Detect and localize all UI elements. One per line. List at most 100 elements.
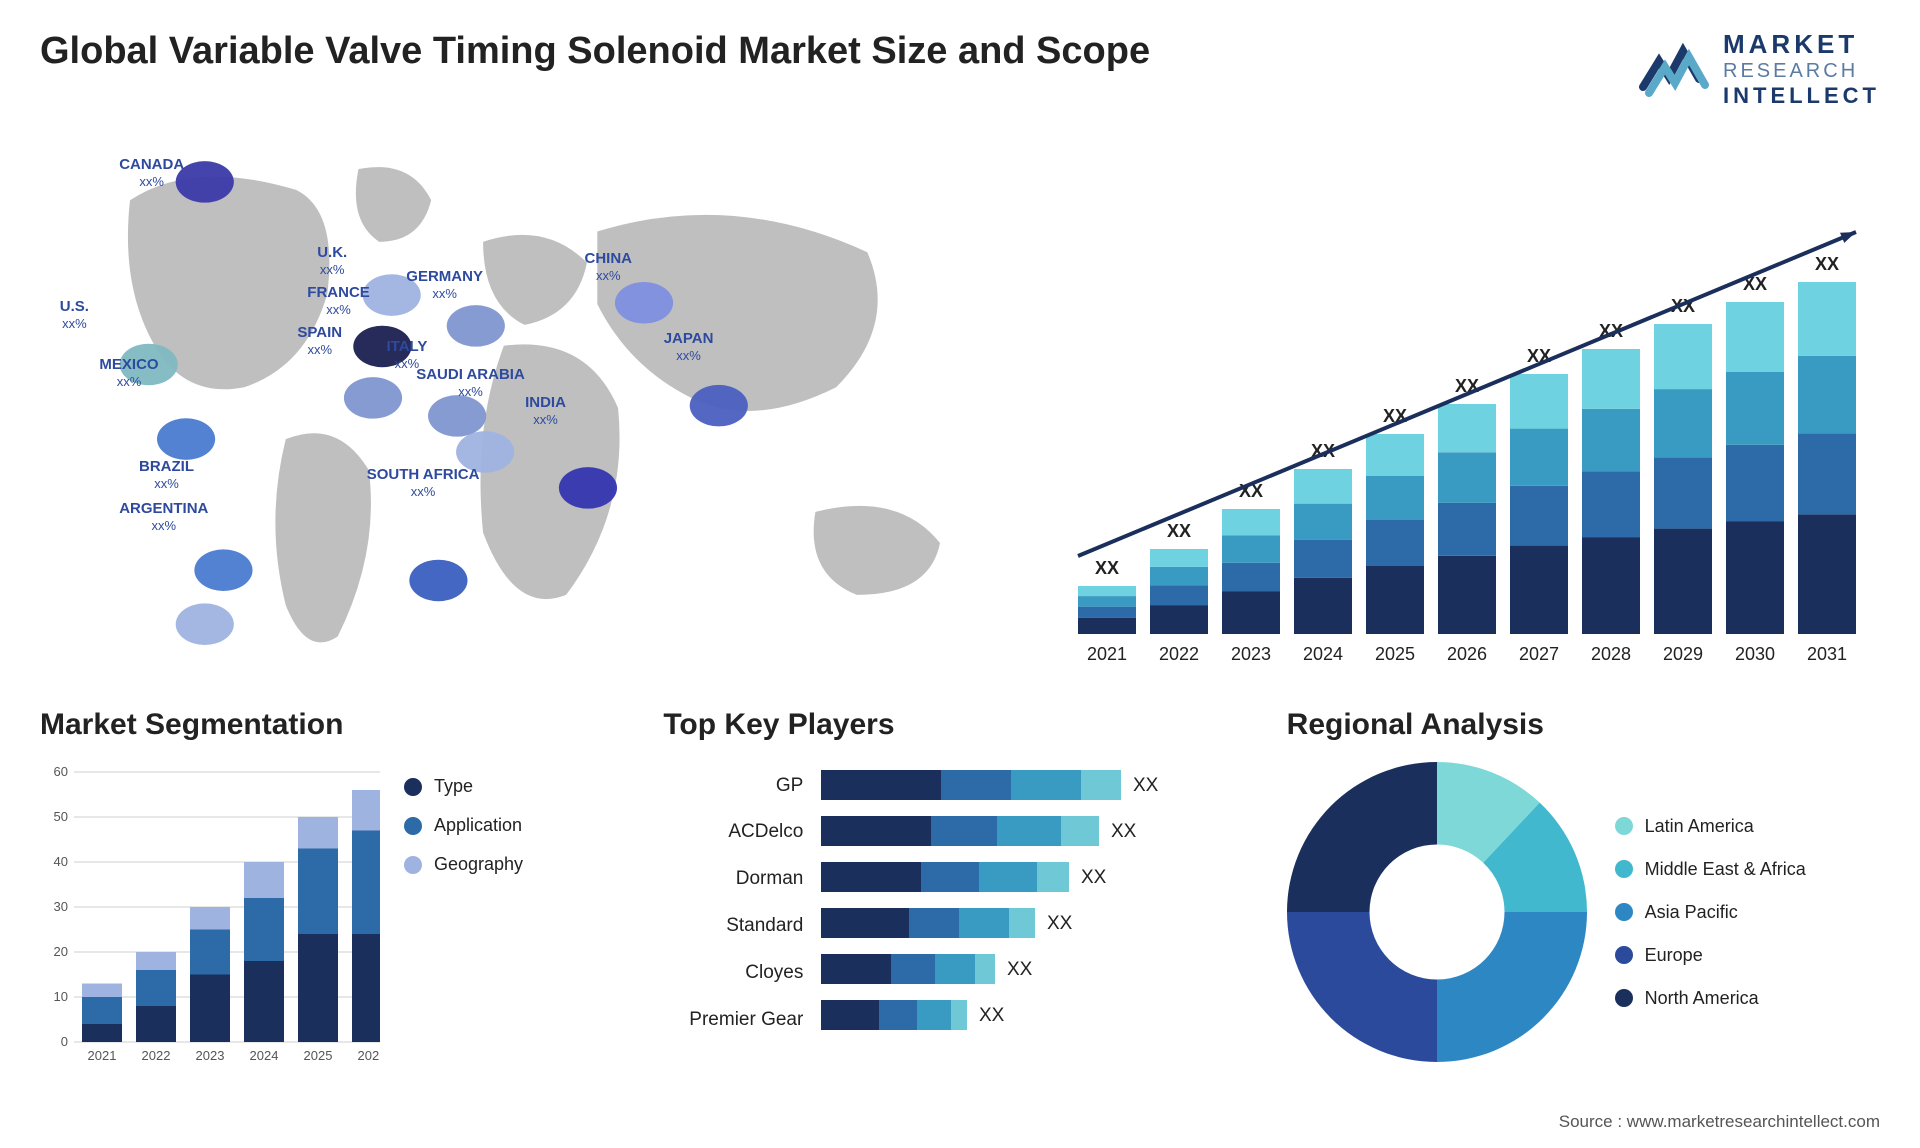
svg-text:XX: XX bbox=[1081, 867, 1107, 888]
player-label: ACDelco bbox=[663, 809, 803, 855]
region-legend-item: Europe bbox=[1615, 945, 1806, 966]
map-label-saudi-arabia: SAUDI ARABIAxx% bbox=[416, 366, 525, 400]
world-map: CANADAxx% U.S.xx% MEXICOxx% BRAZILxx% ARGENT… bbox=[40, 138, 1030, 678]
players-panel: Top Key Players GPACDelcoDormanStandardC… bbox=[663, 708, 1256, 1148]
swatch-icon bbox=[1615, 860, 1633, 878]
swatch-icon bbox=[404, 778, 422, 796]
legend-label: Middle East & Africa bbox=[1645, 859, 1806, 880]
svg-text:2021: 2021 bbox=[88, 1048, 117, 1063]
player-label: GP bbox=[663, 763, 803, 809]
svg-text:2030: 2030 bbox=[1735, 644, 1775, 664]
swatch-icon bbox=[404, 817, 422, 835]
svg-text:2021: 2021 bbox=[1087, 644, 1127, 664]
svg-text:XX: XX bbox=[1167, 521, 1191, 541]
players-labels: GPACDelcoDormanStandardCloyesPremier Gea… bbox=[663, 762, 803, 1043]
player-label: Dorman bbox=[663, 856, 803, 902]
map-label-brazil: BRAZILxx% bbox=[139, 458, 194, 492]
seg-legend-geography: Geography bbox=[404, 854, 523, 875]
players-bars: XX XX XX XX XX XX bbox=[821, 762, 1256, 1043]
svg-text:XX: XX bbox=[1133, 775, 1159, 796]
brand-logo: MARKET RESEARCH INTELLECT bbox=[1639, 30, 1880, 108]
growth-chart-svg: XX2021XX2022XX2023XX2024XX2025XX2026XX20… bbox=[1060, 138, 1880, 678]
map-label-u-s-: U.S.xx% bbox=[60, 298, 89, 332]
svg-text:2025: 2025 bbox=[304, 1048, 333, 1063]
map-label-spain: SPAINxx% bbox=[297, 324, 342, 358]
swatch-icon bbox=[1615, 946, 1633, 964]
regional-donut-svg bbox=[1287, 762, 1587, 1062]
logo-mark-icon bbox=[1639, 37, 1709, 101]
svg-text:2031: 2031 bbox=[1807, 644, 1847, 664]
growth-chart: XX2021XX2022XX2023XX2024XX2025XX2026XX20… bbox=[1060, 138, 1880, 678]
svg-text:2027: 2027 bbox=[1519, 644, 1559, 664]
legend-label: Asia Pacific bbox=[1645, 902, 1738, 923]
svg-text:50: 50 bbox=[54, 809, 68, 824]
legend-label: Type bbox=[434, 776, 473, 797]
map-label-mexico: MEXICOxx% bbox=[99, 356, 158, 390]
segmentation-chart: 0102030405060202120222023202420252026 bbox=[40, 762, 380, 1077]
svg-text:XX: XX bbox=[1815, 254, 1839, 274]
map-label-u-k-: U.K.xx% bbox=[317, 244, 347, 278]
player-label: Cloyes bbox=[663, 950, 803, 996]
swatch-icon bbox=[1615, 903, 1633, 921]
svg-text:2025: 2025 bbox=[1375, 644, 1415, 664]
segmentation-title: Market Segmentation bbox=[40, 708, 633, 742]
legend-label: Europe bbox=[1645, 945, 1703, 966]
source-text: Source : www.marketresearchintellect.com bbox=[1559, 1112, 1880, 1132]
svg-text:0: 0 bbox=[61, 1034, 68, 1049]
map-label-japan: JAPANxx% bbox=[664, 330, 714, 364]
svg-text:30: 30 bbox=[54, 899, 68, 914]
regional-panel: Regional Analysis Latin America Middle Ea… bbox=[1287, 708, 1880, 1148]
region-legend-item: Latin America bbox=[1615, 816, 1806, 837]
svg-text:XX: XX bbox=[979, 1005, 1005, 1026]
legend-label: Latin America bbox=[1645, 816, 1754, 837]
svg-text:2023: 2023 bbox=[1231, 644, 1271, 664]
header: Global Variable Valve Timing Solenoid Ma… bbox=[40, 30, 1880, 108]
segmentation-legend: Type Application Geography bbox=[404, 762, 523, 1077]
svg-text:2026: 2026 bbox=[1447, 644, 1487, 664]
svg-text:2024: 2024 bbox=[250, 1048, 279, 1063]
swatch-icon bbox=[1615, 989, 1633, 1007]
svg-text:2022: 2022 bbox=[142, 1048, 171, 1063]
players-bars-svg: XX XX XX XX XX XX bbox=[821, 762, 1201, 1038]
map-label-germany: GERMANYxx% bbox=[406, 268, 483, 302]
seg-legend-application: Application bbox=[404, 815, 523, 836]
regional-legend: Latin America Middle East & Africa Asia Pa… bbox=[1615, 816, 1806, 1009]
svg-text:40: 40 bbox=[54, 854, 68, 869]
legend-label: Application bbox=[434, 815, 522, 836]
svg-text:2022: 2022 bbox=[1159, 644, 1199, 664]
svg-text:2029: 2029 bbox=[1663, 644, 1703, 664]
svg-text:60: 60 bbox=[54, 764, 68, 779]
map-label-south-africa: SOUTH AFRICAxx% bbox=[367, 466, 480, 500]
logo-line3: INTELLECT bbox=[1723, 83, 1880, 108]
map-label-china: CHINAxx% bbox=[585, 250, 633, 284]
svg-text:XX: XX bbox=[1047, 913, 1073, 934]
top-row: CANADAxx% U.S.xx% MEXICOxx% BRAZILxx% ARGENT… bbox=[40, 138, 1880, 678]
logo-line2: RESEARCH bbox=[1723, 60, 1880, 83]
player-label: Standard bbox=[663, 903, 803, 949]
svg-text:2024: 2024 bbox=[1303, 644, 1343, 664]
svg-text:2026: 2026 bbox=[358, 1048, 380, 1063]
bottom-row: Market Segmentation 01020304050602021202… bbox=[40, 708, 1880, 1148]
map-label-canada: CANADAxx% bbox=[119, 156, 184, 190]
player-label: Premier Gear bbox=[663, 997, 803, 1043]
region-legend-item: North America bbox=[1615, 988, 1806, 1009]
page-title: Global Variable Valve Timing Solenoid Ma… bbox=[40, 30, 1150, 73]
region-legend-item: Middle East & Africa bbox=[1615, 859, 1806, 880]
segmentation-panel: Market Segmentation 01020304050602021202… bbox=[40, 708, 633, 1148]
svg-text:20: 20 bbox=[54, 944, 68, 959]
swatch-icon bbox=[404, 856, 422, 874]
swatch-icon bbox=[1615, 817, 1633, 835]
svg-text:XX: XX bbox=[1007, 959, 1033, 980]
legend-label: Geography bbox=[434, 854, 523, 875]
legend-label: North America bbox=[1645, 988, 1759, 1009]
map-label-france: FRANCExx% bbox=[307, 284, 370, 318]
svg-text:XX: XX bbox=[1095, 558, 1119, 578]
svg-text:2028: 2028 bbox=[1591, 644, 1631, 664]
regional-title: Regional Analysis bbox=[1287, 708, 1880, 742]
map-label-india: INDIAxx% bbox=[525, 394, 566, 428]
map-label-argentina: ARGENTINAxx% bbox=[119, 500, 208, 534]
segmentation-chart-svg: 0102030405060202120222023202420252026 bbox=[40, 762, 380, 1072]
svg-text:XX: XX bbox=[1111, 821, 1137, 842]
players-title: Top Key Players bbox=[663, 708, 1256, 742]
svg-text:2023: 2023 bbox=[196, 1048, 225, 1063]
